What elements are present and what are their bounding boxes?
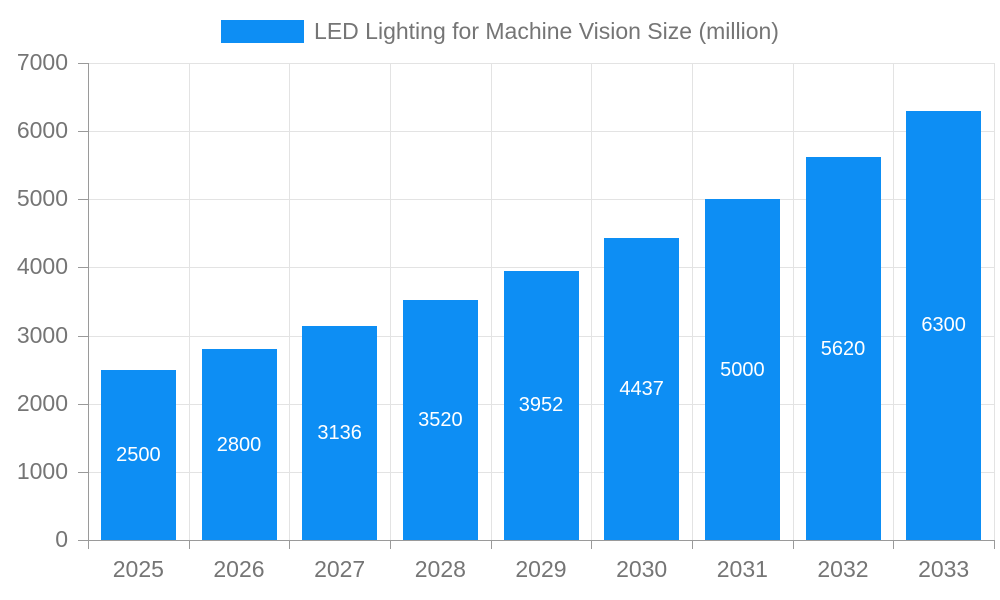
bar[interactable]: [704, 199, 780, 540]
y-axis-label: 1000: [16, 457, 68, 484]
x-axis-label: 2033: [918, 556, 970, 582]
x-axis-label: 2030: [616, 556, 668, 582]
bar[interactable]: [503, 270, 579, 540]
y-axis-tick: [78, 267, 88, 269]
bar[interactable]: [302, 326, 378, 540]
legend-swatch[interactable]: [221, 20, 305, 43]
bar-value-label: 3952: [518, 394, 564, 417]
y-axis-tick: [78, 131, 88, 133]
bar[interactable]: [100, 369, 176, 540]
x-axis-tick: [490, 540, 492, 549]
bar[interactable]: [906, 110, 982, 540]
bar[interactable]: [201, 349, 277, 540]
x-axis-label: 2032: [817, 556, 869, 582]
x-gridline: [692, 63, 693, 540]
y-gridline: [88, 267, 994, 269]
y-gridline: [88, 199, 994, 201]
x-axis-label: 2026: [213, 556, 265, 582]
x-axis-tick: [792, 540, 794, 549]
y-axis-label: 2000: [16, 389, 68, 416]
x-gridline: [188, 63, 190, 540]
x-gridline: [289, 63, 291, 540]
x-gridline: [390, 63, 391, 540]
x-axis-tick: [390, 540, 391, 549]
legend-label: LED Lighting for Machine Vision Size (mi…: [314, 18, 779, 44]
x-axis-label: 2025: [112, 556, 164, 582]
y-axis-tick: [78, 63, 88, 64]
y-axis-label: 7000: [16, 49, 68, 75]
y-axis-tick: [78, 471, 88, 473]
y-axis-label: 5000: [16, 185, 68, 212]
bar[interactable]: [604, 237, 680, 540]
bar-value-label: 3136: [317, 422, 362, 445]
y-axis-label: 4000: [16, 253, 68, 280]
bar-value-label: 2500: [116, 443, 161, 466]
x-axis-label: 2031: [716, 556, 768, 582]
x-gridline: [490, 63, 492, 540]
x-axis-label: 2027: [314, 556, 366, 582]
y-axis-tick: [78, 540, 88, 541]
x-axis-tick: [692, 540, 693, 549]
x-axis-tick: [188, 540, 190, 549]
y-axis-tick: [78, 335, 88, 337]
x-axis-tick: [591, 540, 593, 549]
y-axis-tick: [78, 199, 88, 201]
x-axis-label: 2029: [515, 556, 567, 582]
x-gridline: [893, 63, 895, 540]
bar[interactable]: [805, 157, 881, 540]
x-axis-label: 2028: [414, 556, 466, 582]
x-gridline: [591, 63, 593, 540]
y-axis-label: 3000: [16, 321, 68, 348]
chart-legend[interactable]: LED Lighting for Machine Vision Size (mi…: [0, 18, 1000, 45]
y-axis-tick: [78, 403, 88, 405]
y-axis-line: [88, 63, 89, 549]
bar-value-label: 4437: [619, 377, 664, 400]
x-axis-tick: [88, 540, 89, 549]
bar[interactable]: [402, 300, 478, 540]
x-axis-tick: [289, 540, 291, 549]
x-axis-line: [78, 540, 994, 541]
y-gridline: [88, 131, 994, 133]
y-axis-label: 6000: [16, 117, 68, 144]
plot-area: 2500 2800 3136 3520 3952 4437 5000 5620 6300 0 10…: [17, 51, 995, 581]
bar-value-label: 5620: [820, 337, 866, 360]
x-axis-tick: [994, 540, 995, 549]
x-axis-tick: [893, 540, 895, 549]
bar-value-label: 3520: [418, 409, 463, 432]
bar-value-label: 2800: [216, 433, 262, 456]
bar-value-label: 5000: [720, 358, 765, 381]
x-gridline: [792, 63, 794, 540]
y-gridline: [88, 63, 994, 64]
y-axis-label: 0: [55, 526, 68, 552]
bar-value-label: 6300: [921, 314, 966, 337]
x-gridline: [994, 63, 995, 540]
